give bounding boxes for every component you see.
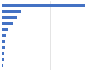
Bar bbox=[2, 64, 3, 67]
Bar bbox=[2, 16, 16, 19]
Bar bbox=[2, 28, 8, 31]
Bar bbox=[2, 34, 6, 37]
Bar bbox=[2, 52, 4, 55]
Bar bbox=[2, 40, 5, 43]
Bar bbox=[2, 46, 5, 49]
Bar bbox=[2, 22, 13, 25]
Bar bbox=[2, 10, 21, 13]
Bar bbox=[2, 58, 4, 61]
Bar bbox=[2, 4, 84, 7]
